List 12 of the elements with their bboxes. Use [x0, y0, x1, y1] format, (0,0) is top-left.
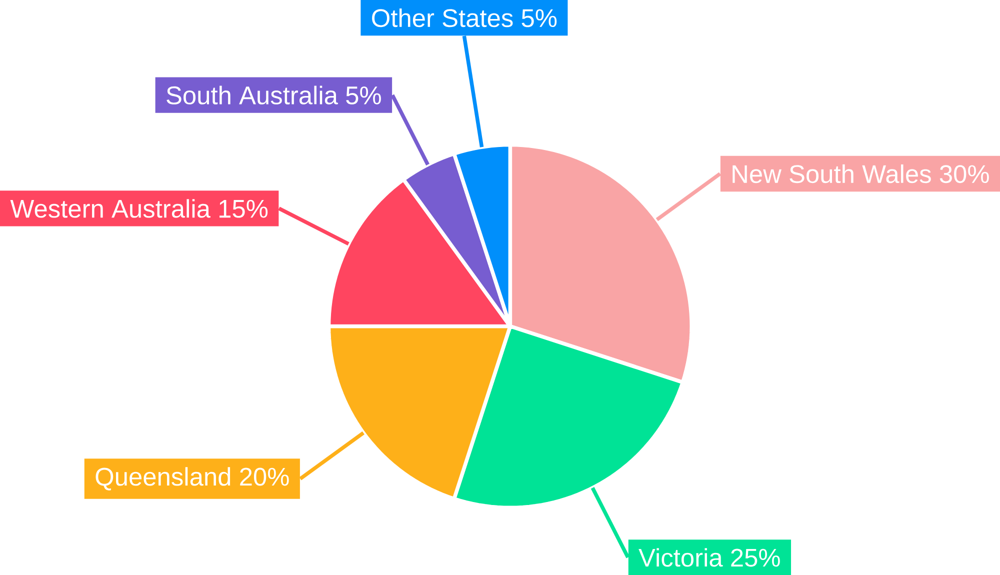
slice-label: Victoria: [638, 548, 723, 567]
data-label: 25%: [731, 548, 780, 567]
data-label: 20%: [240, 468, 289, 486]
slice-label: Other States: [372, 8, 513, 28]
slice-label: Queensland: [96, 467, 230, 490]
slice-label: South Australia: [166, 86, 338, 104]
data-label: 5%: [346, 86, 381, 104]
slice-label: New South Wales: [732, 164, 931, 183]
data-label: 5%: [522, 9, 557, 28]
slice-label: Western Australia: [10, 199, 210, 218]
data-label: 15%: [220, 200, 268, 218]
data-label: 30%: [940, 164, 989, 183]
